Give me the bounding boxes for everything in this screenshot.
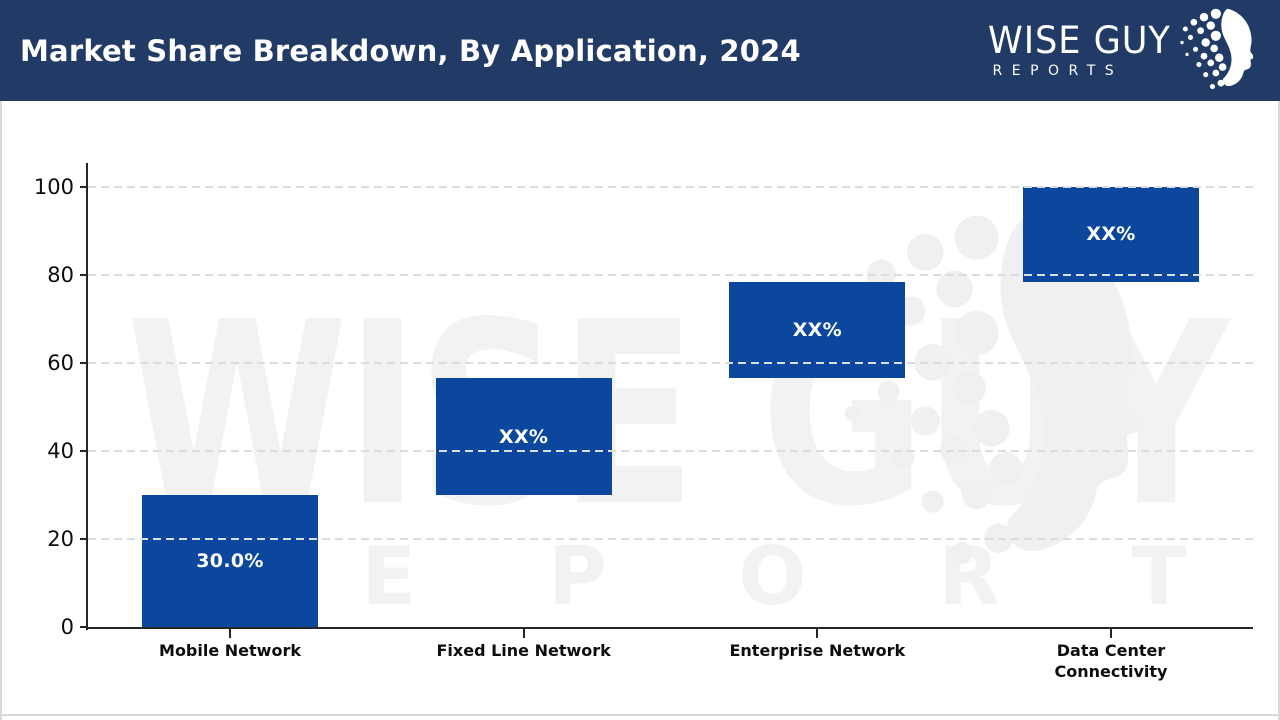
y-tick-20 [80, 538, 88, 540]
x-axis-spine [86, 627, 1253, 629]
wise-guy-reports-logo: WISE GUY REPORTS [988, 0, 1254, 101]
x-label-fixed-line-network: Fixed Line Network [436, 641, 611, 660]
gridline-60 [88, 362, 1253, 364]
frame-border-left [0, 101, 2, 720]
dotted-face-profile-icon [1176, 7, 1254, 95]
y-tick-0 [80, 626, 88, 628]
y-tick-label-0: 0 [60, 615, 74, 639]
frame-border-bottom [0, 714, 1280, 716]
logo-brand-name: WISE GUY [987, 19, 1171, 62]
plot-area: 30.0% XX% XX% XX% 0 20 40 60 80 100 Mobile Network… [0, 101, 1280, 720]
x-label-mobile-network: Mobile Network [159, 641, 301, 660]
y-axis-spine [86, 163, 88, 630]
bar-fixed-line-network: XX% [435, 378, 612, 495]
logo-text: WISE GUY REPORTS [987, 19, 1180, 80]
y-tick-label-80: 80 [47, 263, 74, 287]
frame-border-right [1278, 101, 1280, 720]
bar-value-label: XX% [1086, 223, 1136, 246]
y-tick-label-100: 100 [33, 175, 74, 199]
bar-mobile-network: 30.0% [142, 495, 318, 627]
y-tick-label-40: 40 [47, 439, 74, 463]
y-tick-label-20: 20 [47, 527, 74, 551]
y-tick-100 [80, 186, 88, 188]
chart-title: Market Share Breakdown, By Application, … [20, 33, 801, 68]
x-tick-mobile-network [229, 629, 231, 638]
gridline-80 [88, 274, 1253, 276]
bar-value-label: 30.0% [196, 550, 264, 572]
bar-value-label: XX% [792, 318, 842, 341]
gridline-100 [88, 186, 1253, 188]
x-tick-data-center-connectivity [1110, 629, 1112, 638]
y-tick-80 [80, 274, 88, 276]
y-tick-60 [80, 362, 88, 364]
x-label-data-center-connectivity: Data Center Connectivity [1054, 641, 1168, 681]
logo-brand-subtitle: REPORTS [992, 63, 1124, 79]
gridline-40 [88, 450, 1253, 452]
y-tick-label-60: 60 [47, 351, 74, 375]
x-label-enterprise-network: Enterprise Network [729, 641, 906, 660]
y-tick-40 [80, 450, 88, 452]
header-bar: Market Share Breakdown, By Application, … [0, 0, 1280, 101]
gridline-20 [88, 538, 1253, 540]
bar-data-center-connectivity: XX% [1023, 187, 1199, 282]
bar-value-label: XX% [499, 425, 549, 448]
x-tick-enterprise-network [816, 629, 819, 638]
x-tick-fixed-line-network [522, 629, 525, 638]
